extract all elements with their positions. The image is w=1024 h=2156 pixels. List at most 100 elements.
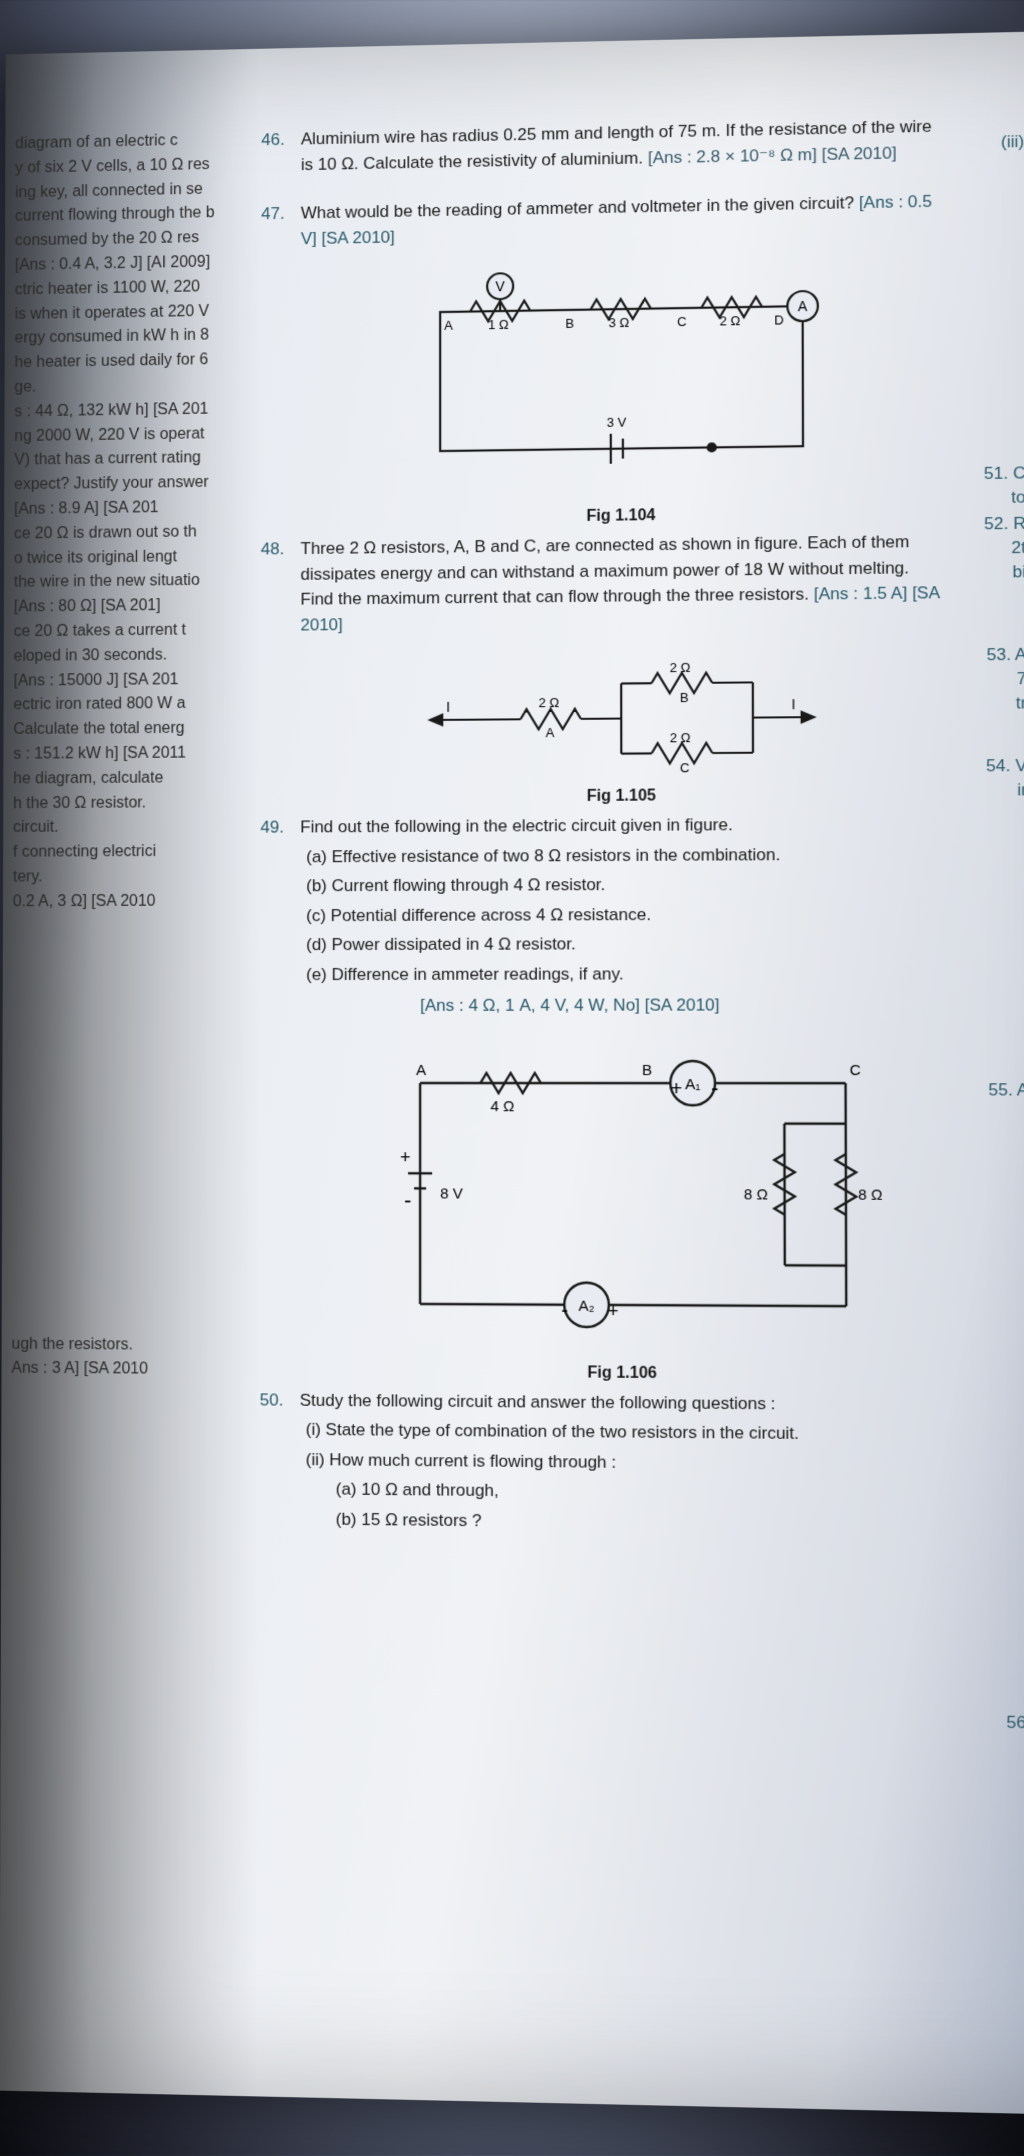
marker-53: 53. A bbox=[987, 645, 1024, 666]
marker-52: 52. R bbox=[984, 514, 1024, 535]
left-frag: o twice its original lengt bbox=[14, 544, 286, 572]
marker-54: 54. V bbox=[986, 756, 1024, 776]
batt-label: 8 V bbox=[440, 1186, 463, 1202]
marker-53b: 7 bbox=[1017, 669, 1024, 689]
left-frag: he diagram, calculate bbox=[13, 766, 285, 792]
svg-text:-: - bbox=[561, 1299, 568, 1321]
circuit-fig-106: A B C 4 Ω A₁ + - 8 Ω 8 Ω 8 V + - A₂ - + bbox=[360, 1042, 888, 1356]
r4-label: 4 Ω bbox=[490, 1099, 514, 1115]
question-number: 49. bbox=[260, 815, 284, 841]
left-frag: eloped in 30 seconds. bbox=[14, 642, 286, 669]
left-frag: 0.2 A, 3 Ω] [SA 2010 bbox=[13, 889, 285, 915]
q49-a: (a) Effective resistance of two 8 Ω resi… bbox=[300, 841, 947, 870]
question-50: 50. Study the following circuit and answ… bbox=[300, 1387, 950, 1538]
main-column: 46. Aluminium wire has radius 0.25 mm an… bbox=[300, 114, 950, 1563]
svg-text:+: + bbox=[400, 1147, 411, 1167]
r3-label: 2 Ω bbox=[720, 313, 741, 328]
node-a: A bbox=[444, 318, 453, 333]
question-number: 48. bbox=[261, 536, 285, 562]
left-frag: ce 20 Ω takes a current t bbox=[14, 618, 286, 645]
marker-55: 55. A bbox=[988, 1080, 1024, 1100]
left-frag: h the 30 Ω resistor. bbox=[13, 790, 285, 816]
voltmeter-label: V bbox=[495, 278, 505, 294]
node-a: A bbox=[416, 1062, 426, 1078]
node-c: C bbox=[850, 1062, 861, 1078]
left-frag: [Ans : 80 Ω] [SA 201] bbox=[14, 593, 286, 620]
q50-ii: (ii) How much current is flowing through… bbox=[300, 1446, 950, 1477]
current-i-right: I bbox=[791, 696, 795, 712]
left-frag: f connecting electrici bbox=[13, 840, 285, 866]
marker-53c: tr bbox=[1016, 693, 1024, 713]
node-d: D bbox=[774, 312, 784, 327]
lblB: B bbox=[680, 690, 689, 705]
question-46: 46. Aluminium wire has radius 0.25 mm an… bbox=[301, 114, 945, 177]
q49-ans: [Ans : 4 Ω, 1 A, 4 V, 4 W, No] [SA 2010] bbox=[420, 992, 948, 1018]
r8b-label: 8 Ω bbox=[858, 1187, 882, 1203]
marker-54b: ir bbox=[1017, 780, 1024, 800]
left-frag: [Ans : 15000 J] [SA 201 bbox=[13, 667, 285, 694]
left-frag: the wire in the new situatio bbox=[14, 568, 286, 595]
lblC: C bbox=[680, 760, 690, 775]
q49-e: (e) Difference in ammeter readings, if a… bbox=[300, 960, 948, 987]
node-b: B bbox=[565, 316, 574, 331]
svg-text:+: + bbox=[608, 1300, 619, 1320]
marker-56: 56. bbox=[1007, 1713, 1024, 1734]
ammeter-a2: A₂ bbox=[579, 1298, 595, 1314]
marker-52b: 2t bbox=[1011, 538, 1024, 558]
lblA: A bbox=[546, 725, 555, 740]
q49-d: (d) Power dissipated in 4 Ω resistor. bbox=[300, 930, 947, 957]
circuit-fig-105: I I 2 Ω A 2 Ω B 2 Ω C bbox=[410, 657, 834, 780]
rA-label: 2 Ω bbox=[539, 695, 560, 710]
marker-51b: to bbox=[1011, 488, 1024, 508]
left-frag: s : 151.2 kW h] [SA 2011 bbox=[13, 741, 285, 767]
note-iii: (iii) bbox=[1001, 132, 1024, 152]
left-frag: ng 2000 W, 220 V is operat bbox=[14, 421, 286, 449]
ammeter-a1: A₁ bbox=[685, 1077, 700, 1093]
svg-text:-: - bbox=[404, 1187, 411, 1212]
left-frag: ugh the resistors. bbox=[11, 1332, 284, 1358]
circuit-fig-104: V A 1 Ω 3 Ω 2 Ω A B C D 3 V bbox=[410, 266, 833, 502]
question-number: 50. bbox=[260, 1387, 284, 1413]
ammeter-label: A bbox=[798, 298, 808, 314]
marker-52c: bi bbox=[1012, 562, 1024, 582]
question-49: 49. Find out the following in the electr… bbox=[300, 811, 948, 1019]
left-frag: circuit. bbox=[13, 815, 285, 841]
fig-106-label: Fig 1.106 bbox=[300, 1359, 949, 1388]
r2-label: 3 Ω bbox=[609, 315, 630, 330]
q50-iib: (b) 15 Ω resistors ? bbox=[300, 1506, 950, 1538]
q49-b: (b) Current flowing through 4 Ω resistor… bbox=[300, 871, 947, 899]
q50-i: (i) State the type of combination of the… bbox=[300, 1417, 950, 1448]
left-frag: V) that has a current rating bbox=[14, 446, 286, 474]
node-c: C bbox=[677, 314, 687, 329]
question-number: 46. bbox=[261, 127, 284, 153]
question-text: What would be the reading of ammeter and… bbox=[301, 193, 854, 222]
svg-text:-: - bbox=[711, 1074, 719, 1099]
r1-label: 1 Ω bbox=[488, 317, 509, 332]
q50-iia: (a) 10 Ω and through, bbox=[300, 1476, 950, 1508]
question-text: Study the following circuit and answer t… bbox=[300, 1390, 776, 1413]
marker-51: 51. C bbox=[984, 463, 1024, 484]
battery-label: 3 V bbox=[607, 415, 627, 430]
left-frag: ectric iron rated 800 W a bbox=[13, 692, 285, 719]
left-frag: expect? Justify your answer bbox=[14, 470, 286, 498]
rC-label: 2 Ω bbox=[670, 730, 691, 745]
left-frag: tery. bbox=[13, 864, 285, 890]
rB-label: 2 Ω bbox=[670, 660, 691, 675]
left-frag: [Ans : 8.9 A] [SA 201 bbox=[14, 495, 286, 523]
question-text: Find out the following in the electric c… bbox=[300, 815, 733, 836]
question-47: 47. What would be the reading of ammeter… bbox=[301, 189, 945, 252]
q49-c: (c) Potential difference across 4 Ω resi… bbox=[300, 900, 947, 928]
question-number: 47. bbox=[261, 201, 284, 227]
r8a-label: 8 Ω bbox=[744, 1187, 768, 1203]
fig-104-label: Fig 1.104 bbox=[301, 501, 946, 533]
fig-105-label: Fig 1.105 bbox=[300, 783, 947, 811]
left-frag: Ans : 3 A] [SA 2010 bbox=[11, 1357, 284, 1384]
left-cropped-column: diagram of an electric c y of six 2 V ce… bbox=[1, 127, 286, 1384]
current-i-left: I bbox=[446, 699, 450, 715]
textbook-page: diagram of an electric c y of six 2 V ce… bbox=[0, 32, 1024, 2114]
node-b: B bbox=[642, 1062, 652, 1078]
question-48: 48. Three 2 Ω resistors, A, B and C, are… bbox=[300, 529, 946, 638]
left-frag: ce 20 Ω is drawn out so th bbox=[14, 519, 286, 547]
svg-text:+: + bbox=[670, 1077, 682, 1099]
left-frag: Calculate the total energ bbox=[13, 716, 285, 743]
